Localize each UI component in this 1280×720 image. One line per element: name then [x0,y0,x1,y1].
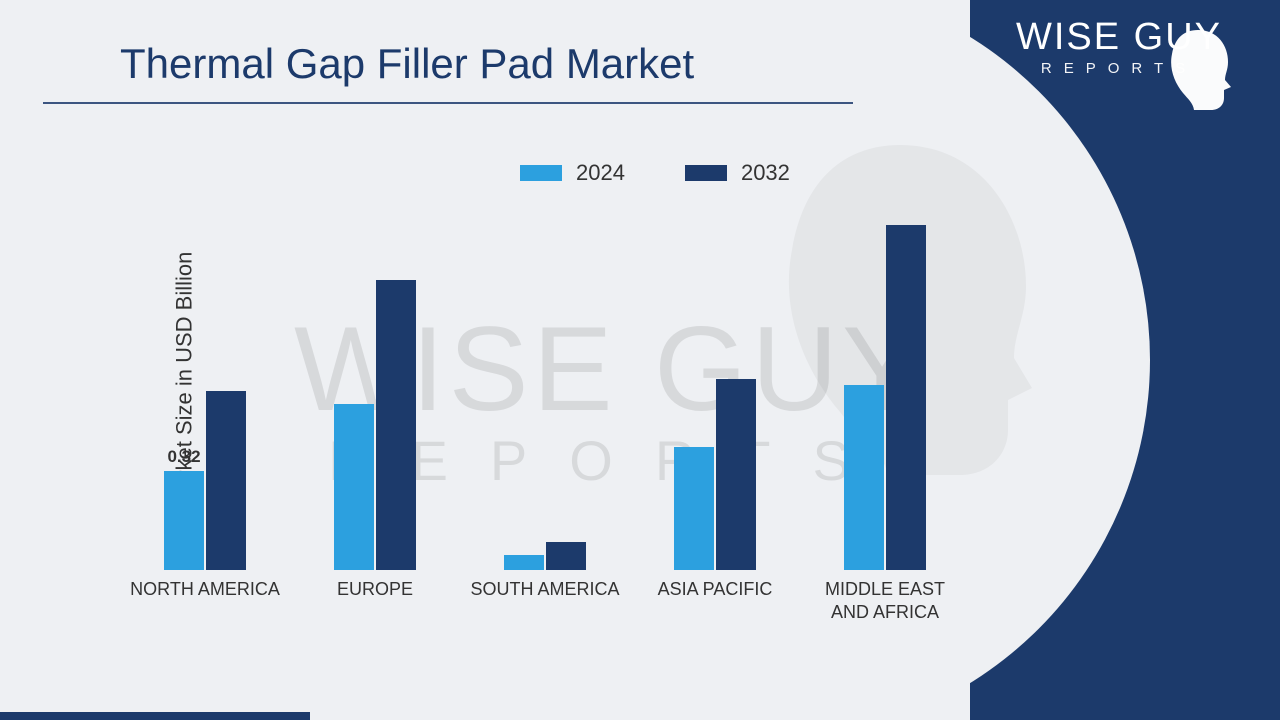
bar-group: EUROPE [325,280,425,570]
category-label: SOUTH AMERICA [470,578,620,601]
legend-label-2024: 2024 [576,160,625,186]
bar [206,391,246,570]
bar-group: ASIA PACIFIC [665,379,765,570]
bar [674,447,714,570]
title-underline [43,102,853,104]
legend-item-2024: 2024 [520,160,625,186]
category-label: ASIA PACIFIC [640,578,790,601]
chart-title: Thermal Gap Filler Pad Market [120,40,694,88]
bar-group: 0.32NORTH AMERICA [155,391,255,570]
bar [886,225,926,570]
legend-label-2032: 2032 [741,160,790,186]
plot-area: 0.32NORTH AMERICA EUROPE SOUTH AMERICA ASIA… [110,200,1000,570]
legend: 2024 2032 [520,160,790,186]
brand-head-icon [1164,28,1234,113]
bar [334,404,374,571]
bar: 0.32 [164,471,204,570]
category-label: NORTH AMERICA [130,578,280,601]
data-label: 0.32 [164,447,204,467]
legend-swatch-2032 [685,165,727,181]
legend-item-2032: 2032 [685,160,790,186]
bar [504,555,544,570]
chart-canvas: WISE GUY REPORTS Thermal Gap Filler Pad … [0,0,1280,720]
bar-group: MIDDLE EAST AND AFRICA [835,225,935,570]
bar [546,542,586,570]
brand-logo: WISE GUY REPORTS [984,18,1254,77]
bar [844,385,884,570]
bar [376,280,416,570]
legend-swatch-2024 [520,165,562,181]
bottom-accent-bar [0,712,310,720]
category-label: MIDDLE EAST AND AFRICA [810,578,960,623]
bar-group: SOUTH AMERICA [495,542,595,570]
bar [716,379,756,570]
category-label: EUROPE [300,578,450,601]
